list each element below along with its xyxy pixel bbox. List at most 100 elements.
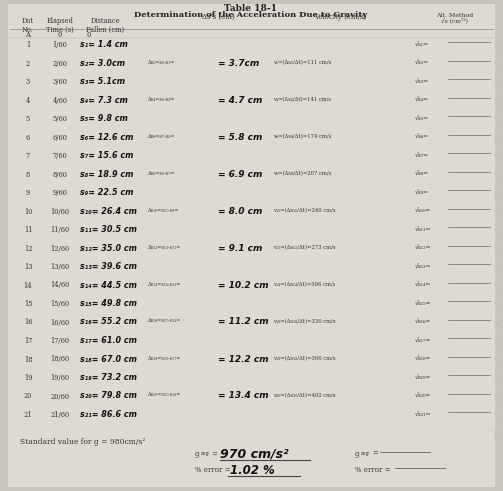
Text: 7: 7 (26, 152, 30, 160)
Text: = 9.1 cm: = 9.1 cm (218, 244, 263, 252)
Text: 14/60: 14/60 (50, 281, 69, 290)
Text: 1.02 %: 1.02 % (230, 464, 275, 476)
Text: Δs₁₀=s₁₁-s₉=: Δs₁₀=s₁₁-s₉= (148, 208, 180, 213)
Text: 16/60: 16/60 (50, 319, 69, 327)
Text: 15: 15 (24, 300, 32, 308)
Text: Elapsed
Time (s): Elapsed Time (s) (46, 17, 74, 34)
Text: 13: 13 (24, 263, 32, 271)
Text: 4: 4 (26, 97, 30, 105)
Text: = 3.7cm: = 3.7cm (218, 58, 259, 67)
Text: Δs₁₈=s₁₉-s₁₇=: Δs₁₈=s₁₉-s₁₇= (148, 355, 182, 360)
Text: 21: 21 (24, 411, 32, 419)
Text: √s₂₁=: √s₂₁= (415, 411, 432, 416)
Text: =: = (212, 449, 222, 458)
Text: 19/60: 19/60 (50, 374, 69, 382)
Text: √s₁₈=: √s₁₈= (415, 355, 432, 361)
Text: √s₁₆=: √s₁₆= (415, 319, 432, 324)
Text: Alt. Method: Alt. Method (437, 13, 474, 18)
Text: s₆= 12.6 cm: s₆= 12.6 cm (80, 133, 133, 141)
Text: v₁₈=(Δs₁₈/Δt)=366 cm/s: v₁₈=(Δs₁₈/Δt)=366 cm/s (273, 355, 336, 361)
Text: √s₄=: √s₄= (415, 97, 429, 102)
Text: s₁₄= 44.5 cm: s₁₄= 44.5 cm (80, 280, 137, 290)
Text: g: g (355, 449, 360, 458)
Text: 21/60: 21/60 (50, 411, 69, 419)
Text: 18: 18 (24, 355, 32, 363)
Text: √s₁₃=: √s₁₃= (415, 263, 432, 268)
Text: Δs₆=s₇-s₅=: Δs₆=s₇-s₅= (148, 134, 176, 138)
Text: v₁₀=(Δs₁₀/Δt)=240 cm/s: v₁₀=(Δs₁₀/Δt)=240 cm/s (273, 208, 336, 213)
Text: 11/60: 11/60 (50, 226, 69, 234)
Text: 1: 1 (26, 41, 30, 49)
Text: Δs₁₂=s₁₃-s₁₁=: Δs₁₂=s₁₃-s₁₁= (148, 245, 182, 249)
Text: v₄=(Δs₄/Δt)=141 cm/s: v₄=(Δs₄/Δt)=141 cm/s (273, 97, 331, 102)
Text: s₁₈= 67.0 cm: s₁₈= 67.0 cm (80, 355, 137, 363)
Text: g: g (195, 449, 200, 458)
Text: s₁₇= 61.0 cm: s₁₇= 61.0 cm (80, 336, 137, 345)
Text: s₁₃= 39.6 cm: s₁₃= 39.6 cm (80, 262, 137, 271)
Text: √s₁₁=: √s₁₁= (415, 226, 432, 231)
Text: 4/60: 4/60 (52, 97, 67, 105)
Text: s₂= 3.0cm: s₂= 3.0cm (80, 58, 125, 67)
Text: √s₁₀=: √s₁₀= (415, 208, 431, 213)
Text: √s₈=: √s₈= (415, 170, 429, 176)
Text: √s₃=: √s₃= (415, 78, 429, 83)
Text: √s₅=: √s₅= (415, 115, 429, 120)
Text: s₁₉= 73.2 cm: s₁₉= 73.2 cm (80, 373, 137, 382)
Text: 19: 19 (24, 374, 32, 382)
Text: % error =: % error = (355, 465, 390, 473)
Text: =: = (372, 449, 378, 458)
Text: √s₇=: √s₇= (415, 152, 429, 157)
Text: v₁₄=(Δs₁₄/Δt)=506 cm/s: v₁₄=(Δs₁₄/Δt)=506 cm/s (273, 281, 336, 287)
Text: s₁= 1.4 cm: s₁= 1.4 cm (80, 40, 128, 49)
Text: √s₆=: √s₆= (415, 134, 429, 139)
Text: 12: 12 (24, 245, 32, 252)
Text: = 13.4 cm: = 13.4 cm (218, 391, 269, 401)
Text: Table 18-1: Table 18-1 (224, 4, 278, 13)
Text: √s₁₉=: √s₁₉= (415, 374, 432, 379)
Text: % error =: % error = (195, 465, 230, 473)
Text: Δs₁₄=s₁₅-s₁₃=: Δs₁₄=s₁₅-s₁₃= (148, 281, 182, 287)
Text: = 8.0 cm: = 8.0 cm (218, 207, 263, 216)
Text: Determination of the Acceleration Due to Gravity: Determination of the Acceleration Due to… (134, 11, 368, 19)
Text: s₁₆= 55.2 cm: s₁₆= 55.2 cm (80, 318, 137, 327)
Text: s₄= 7.3 cm: s₄= 7.3 cm (80, 96, 128, 105)
Text: √s (cm¹²): √s (cm¹²) (442, 17, 468, 23)
Text: 12/60: 12/60 (50, 245, 69, 252)
Text: s₁₅= 49.8 cm: s₁₅= 49.8 cm (80, 299, 137, 308)
Text: 6/60: 6/60 (52, 134, 67, 141)
Text: 1/60: 1/60 (52, 41, 67, 49)
Text: = 10.2 cm: = 10.2 cm (218, 280, 269, 290)
Text: 6: 6 (26, 134, 30, 141)
Text: 8: 8 (26, 170, 30, 179)
Text: 10: 10 (24, 208, 32, 216)
Text: Δs₂=s₃-s₁=: Δs₂=s₃-s₁= (148, 59, 176, 64)
Text: 18/60: 18/60 (50, 355, 69, 363)
Text: 3/60: 3/60 (52, 78, 67, 86)
Text: 5: 5 (26, 115, 30, 123)
Text: Δs₄=s₅-s₃=: Δs₄=s₅-s₃= (148, 97, 176, 102)
Text: 15/60: 15/60 (50, 300, 69, 308)
Text: √s₉=: √s₉= (415, 189, 429, 194)
Text: 2: 2 (26, 59, 30, 67)
Text: s₂₀= 79.8 cm: s₂₀= 79.8 cm (80, 391, 137, 401)
Text: Δs₈=s₉-s₇=: Δs₈=s₉-s₇= (148, 170, 176, 175)
Text: = 4.7 cm: = 4.7 cm (218, 96, 263, 105)
Text: 0: 0 (87, 31, 92, 39)
Text: s₉= 22.5 cm: s₉= 22.5 cm (80, 188, 133, 197)
FancyBboxPatch shape (8, 4, 495, 487)
Text: Dot
No.: Dot No. (22, 17, 34, 34)
Text: = 12.2 cm: = 12.2 cm (218, 355, 269, 363)
Text: Δs₂₀=s₂₁-s₁₉=: Δs₂₀=s₂₁-s₁₉= (148, 392, 182, 398)
Text: s₁₁= 30.5 cm: s₁₁= 30.5 cm (80, 225, 137, 234)
Text: 9/60: 9/60 (52, 189, 67, 197)
Text: 970 cm/s²: 970 cm/s² (220, 447, 289, 461)
Text: v₂=(Δs₂/Δt)=111 cm/s: v₂=(Δs₂/Δt)=111 cm/s (273, 59, 331, 65)
Text: v₁₆=(Δs₁₆/Δt)=336 cm/s: v₁₆=(Δs₁₆/Δt)=336 cm/s (273, 319, 336, 324)
Text: Δs₁₆=s₁₇-s₁₅=: Δs₁₆=s₁₇-s₁₅= (148, 319, 182, 324)
Text: 17: 17 (24, 337, 32, 345)
Text: Velocity (cm/s): Velocity (cm/s) (314, 13, 366, 21)
Text: = 11.2 cm: = 11.2 cm (218, 318, 269, 327)
Text: √s₁=: √s₁= (415, 41, 429, 46)
Text: 13/60: 13/60 (50, 263, 69, 271)
Text: √s₁₅=: √s₁₅= (415, 300, 432, 305)
